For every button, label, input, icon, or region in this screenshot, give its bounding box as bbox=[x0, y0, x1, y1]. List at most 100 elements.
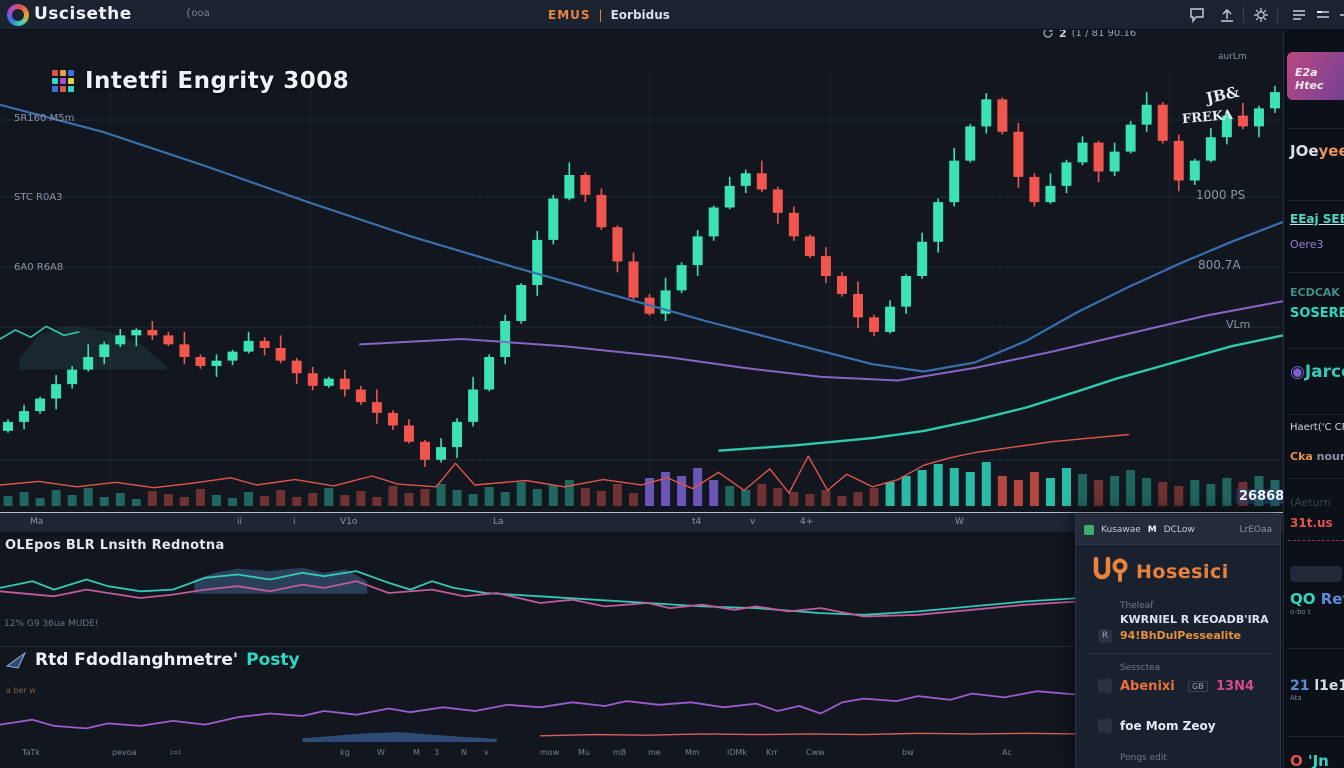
watch-item-oere[interactable]: Oere3 bbox=[1290, 238, 1323, 251]
price-axis-label-left: STC R0A3 bbox=[14, 192, 63, 203]
watch-item-soserbyg[interactable]: SOSERBYG bbox=[1290, 306, 1344, 321]
watch-item-text: 'Jn bbox=[1307, 752, 1329, 768]
time-tick: mB bbox=[613, 748, 627, 757]
volume-bar bbox=[147, 491, 157, 506]
volume-bar bbox=[163, 494, 173, 506]
indicator2-title-accent: Posty bbox=[246, 650, 300, 670]
volume-bar bbox=[853, 492, 863, 506]
candle-body bbox=[339, 378, 350, 390]
watch-item-joeyee[interactable]: JOeyee bbox=[1290, 142, 1344, 160]
chat-bubble-icon[interactable] bbox=[1188, 6, 1206, 24]
time-tick: La bbox=[493, 517, 504, 527]
hump bbox=[302, 732, 497, 742]
watch-item-text: JOe bbox=[1290, 142, 1319, 160]
field2-value[interactable]: 94!BhDulPessealite bbox=[1120, 629, 1242, 642]
candle-body bbox=[19, 411, 30, 422]
list-view-icon[interactable] bbox=[1290, 6, 1308, 24]
field-value[interactable]: KWRNIEL R KEOADB'IRA bbox=[1120, 613, 1269, 626]
watch-item-31tus[interactable]: 31t.us bbox=[1290, 516, 1333, 530]
ticker-symbol[interactable]: EMUS bbox=[548, 8, 591, 22]
time-tick: kg bbox=[340, 748, 350, 757]
candle-body bbox=[740, 173, 751, 186]
volume-bar bbox=[981, 462, 991, 506]
volume-bar bbox=[404, 493, 414, 506]
volume-bar bbox=[244, 492, 254, 506]
candle-body bbox=[772, 189, 783, 213]
main-candlestick-chart[interactable] bbox=[0, 30, 1283, 512]
watch-item-subtext: Ata bbox=[1290, 694, 1302, 702]
volume-bar bbox=[500, 492, 510, 506]
volume-bar bbox=[1174, 486, 1184, 506]
indicator2-chart[interactable] bbox=[0, 680, 1283, 742]
volume-bar bbox=[917, 470, 927, 506]
watch-item-qo-ret[interactable]: QO Ret o-bo t bbox=[1290, 590, 1344, 616]
candle-body bbox=[869, 317, 880, 332]
sidebar-button[interactable] bbox=[1290, 566, 1342, 582]
ticker-breadcrumb[interactable]: EMUS | Eorbidus bbox=[548, 8, 670, 22]
price-axis-label-right: 1000 PS bbox=[1196, 188, 1246, 202]
settings-gear-icon[interactable] bbox=[1252, 6, 1270, 24]
layout-grid-icon[interactable] bbox=[1314, 6, 1332, 24]
time-axis[interactable]: Ma ii i V1o La t4 v 4+ W bbox=[0, 512, 1283, 532]
candle-body bbox=[612, 227, 623, 262]
teal-left-squiggle bbox=[0, 325, 80, 340]
details-header-right[interactable]: LrEOaa bbox=[1239, 524, 1272, 535]
watch-item-haert[interactable]: Haert('C CPD) bbox=[1290, 422, 1344, 433]
logo-dot bbox=[68, 78, 74, 84]
watch-item-text: 31t.us bbox=[1290, 516, 1333, 530]
flag-icon bbox=[5, 651, 27, 669]
details-header-left[interactable]: Kusawae bbox=[1101, 524, 1141, 535]
watch-item-ojn[interactable]: O 'Jn bbox=[1290, 752, 1329, 768]
search-input[interactable]: {ooa bbox=[185, 8, 210, 19]
volume-bar bbox=[628, 493, 638, 506]
last-price-tag: 26868 bbox=[1236, 489, 1288, 504]
candle-body bbox=[756, 173, 767, 190]
candle-body bbox=[147, 330, 158, 336]
watch-item-aeturn[interactable]: (Aeturn bbox=[1290, 496, 1331, 509]
app-logo-icon[interactable] bbox=[7, 4, 29, 26]
details-header-mid[interactable]: DCLow bbox=[1163, 524, 1195, 535]
sidebar-divider bbox=[1288, 200, 1344, 201]
candle-body bbox=[516, 284, 527, 322]
candle-body bbox=[436, 447, 447, 460]
logo-dot bbox=[52, 86, 58, 92]
candle-body bbox=[1157, 104, 1168, 141]
watch-item-21[interactable]: 21 l1e12 Ata bbox=[1290, 678, 1344, 702]
row2-name[interactable]: foe Mom Zeoy bbox=[1120, 719, 1216, 733]
plus-icon[interactable] bbox=[1337, 6, 1344, 24]
time-tick: Mm bbox=[685, 748, 700, 757]
candle-body bbox=[243, 340, 254, 352]
promo-card[interactable]: E2a Htec bbox=[1287, 52, 1344, 100]
candle-body bbox=[917, 241, 928, 276]
details-panel: Kusawae M DCLow LrEOaa Hosesici Theleaf … bbox=[1075, 514, 1281, 768]
indicator1-chart[interactable] bbox=[0, 556, 1283, 640]
upload-icon[interactable] bbox=[1218, 6, 1236, 24]
details-panel-header: Kusawae M DCLow LrEOaa bbox=[1076, 515, 1280, 545]
chevron-down-icon[interactable]: ⌄ bbox=[1259, 613, 1268, 624]
ma-purple bbox=[359, 300, 1283, 382]
candle-body bbox=[291, 360, 302, 374]
candle-body bbox=[901, 275, 912, 307]
candle-body bbox=[323, 378, 334, 386]
candle-body bbox=[788, 212, 799, 237]
candle-body bbox=[708, 207, 719, 237]
row1-name[interactable]: Abenixi bbox=[1120, 679, 1175, 694]
logo-dot bbox=[60, 86, 66, 92]
volume-bar bbox=[532, 489, 542, 506]
watch-item-text: nour 3 bbox=[1316, 450, 1344, 463]
candle-body bbox=[227, 351, 238, 361]
sidebar-divider bbox=[1288, 478, 1344, 479]
candle-body bbox=[163, 335, 174, 345]
watch-item-jarcen[interactable]: ◉Jarcen bbox=[1290, 362, 1344, 382]
candle-body bbox=[1077, 142, 1088, 163]
chart-title-row: Intetfi Engrity 3008 bbox=[52, 68, 349, 94]
watch-item-eeaj[interactable]: EEaj SEB bbox=[1290, 212, 1344, 226]
watch-item-cka[interactable]: Cka nour 3 bbox=[1290, 450, 1344, 463]
watch-item-ecdcak[interactable]: ECDCAK bbox=[1290, 286, 1340, 299]
volume-bar bbox=[645, 478, 655, 506]
watch-item-subtext: o-bo t bbox=[1290, 608, 1311, 616]
volume-bar bbox=[1029, 472, 1039, 506]
candle-body bbox=[885, 306, 896, 332]
candle-body bbox=[804, 236, 815, 257]
status-count: 2 bbox=[1059, 26, 1067, 40]
